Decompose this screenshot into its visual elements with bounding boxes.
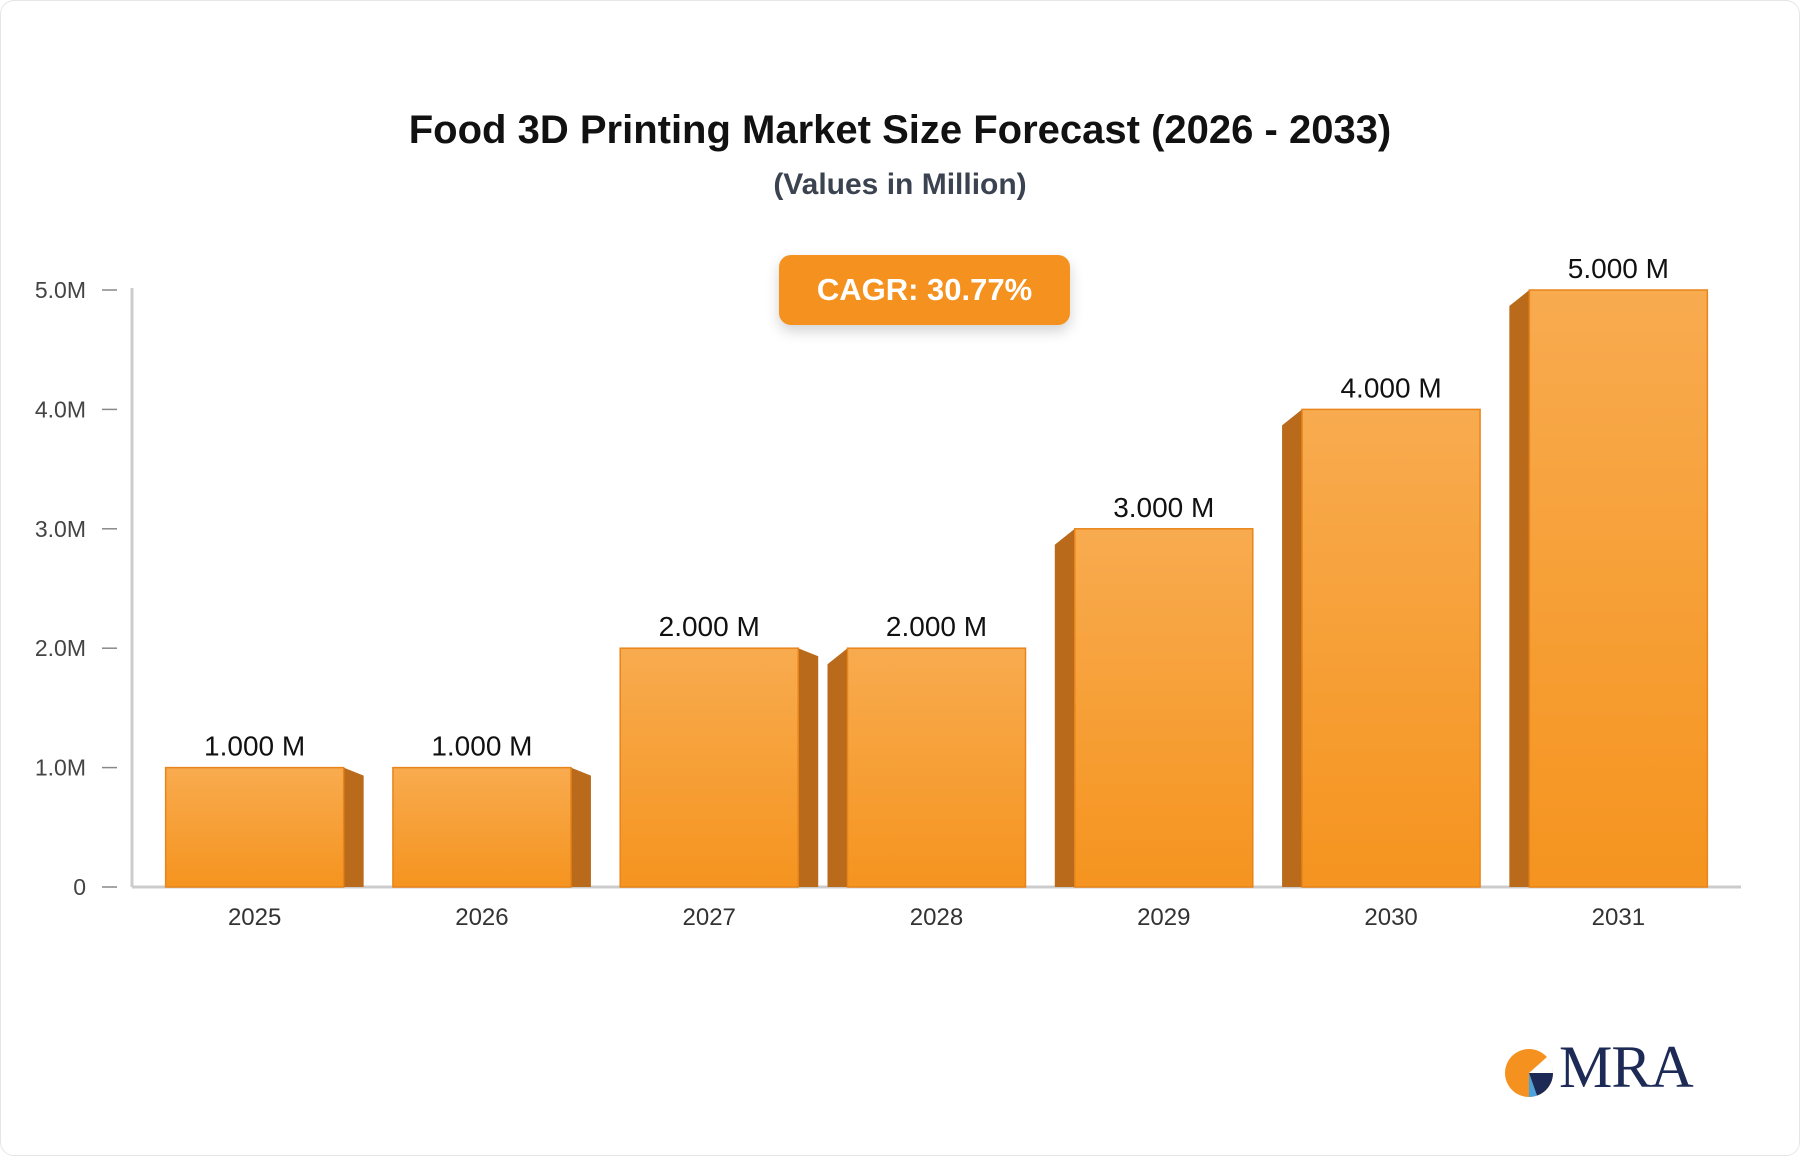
y-tick-label: 4.0M (35, 396, 86, 422)
y-tick-label: 2.0M (35, 635, 86, 661)
x-tick-label: 2026 (455, 904, 508, 931)
mra-logo: MRA (1503, 1036, 1694, 1102)
bars (164, 289, 1709, 888)
bar (1528, 289, 1709, 888)
bar (392, 766, 572, 888)
y-tick-label: 1.0M (35, 755, 86, 781)
y-tick-label: 3.0M (35, 516, 86, 542)
chart-title: Food 3D Printing Market Size Forecast (2… (408, 108, 1392, 152)
data-label: 2.000 M (886, 611, 987, 642)
bar-side (570, 767, 591, 887)
x-tick-label: 2031 (1592, 904, 1645, 931)
data-label: 3.000 M (1113, 492, 1214, 523)
bar (1074, 528, 1254, 888)
logo-pie-icon (1505, 1049, 1554, 1097)
cagr-badge: CAGR: 30.77% (779, 255, 1070, 325)
x-tick-label: 2025 (228, 904, 281, 931)
data-label: 5.000 M (1568, 253, 1669, 284)
x-tick-label: 2028 (910, 904, 963, 931)
x-tick-label: 2030 (1364, 904, 1417, 931)
data-label: 2.000 M (659, 611, 760, 642)
bar-side (1282, 409, 1303, 887)
bar-side (343, 767, 364, 887)
logo-text: MRA (1559, 1034, 1694, 1100)
labels: 1.000 M 2025 1.000 M 2026 2.000 M 2027 2.000 M… (204, 253, 1669, 931)
x-tick-label: 2029 (1137, 904, 1190, 931)
bar (1301, 408, 1481, 888)
data-label: 1.000 M (431, 731, 532, 762)
chart-subtitle: (Values in Million) (773, 168, 1027, 201)
y-tick-label: 0 (73, 874, 86, 900)
bar (164, 766, 345, 888)
bar-side (798, 648, 819, 887)
bar-side (827, 648, 848, 887)
data-label: 1.000 M (204, 731, 305, 762)
x-tick-label: 2027 (683, 904, 736, 931)
bar (619, 647, 799, 888)
bar-side (1054, 528, 1075, 887)
data-label: 4.000 M (1340, 372, 1441, 403)
bar (846, 647, 1027, 888)
y-tick-label: 5.0M (35, 277, 86, 303)
bar-side (1509, 290, 1530, 887)
